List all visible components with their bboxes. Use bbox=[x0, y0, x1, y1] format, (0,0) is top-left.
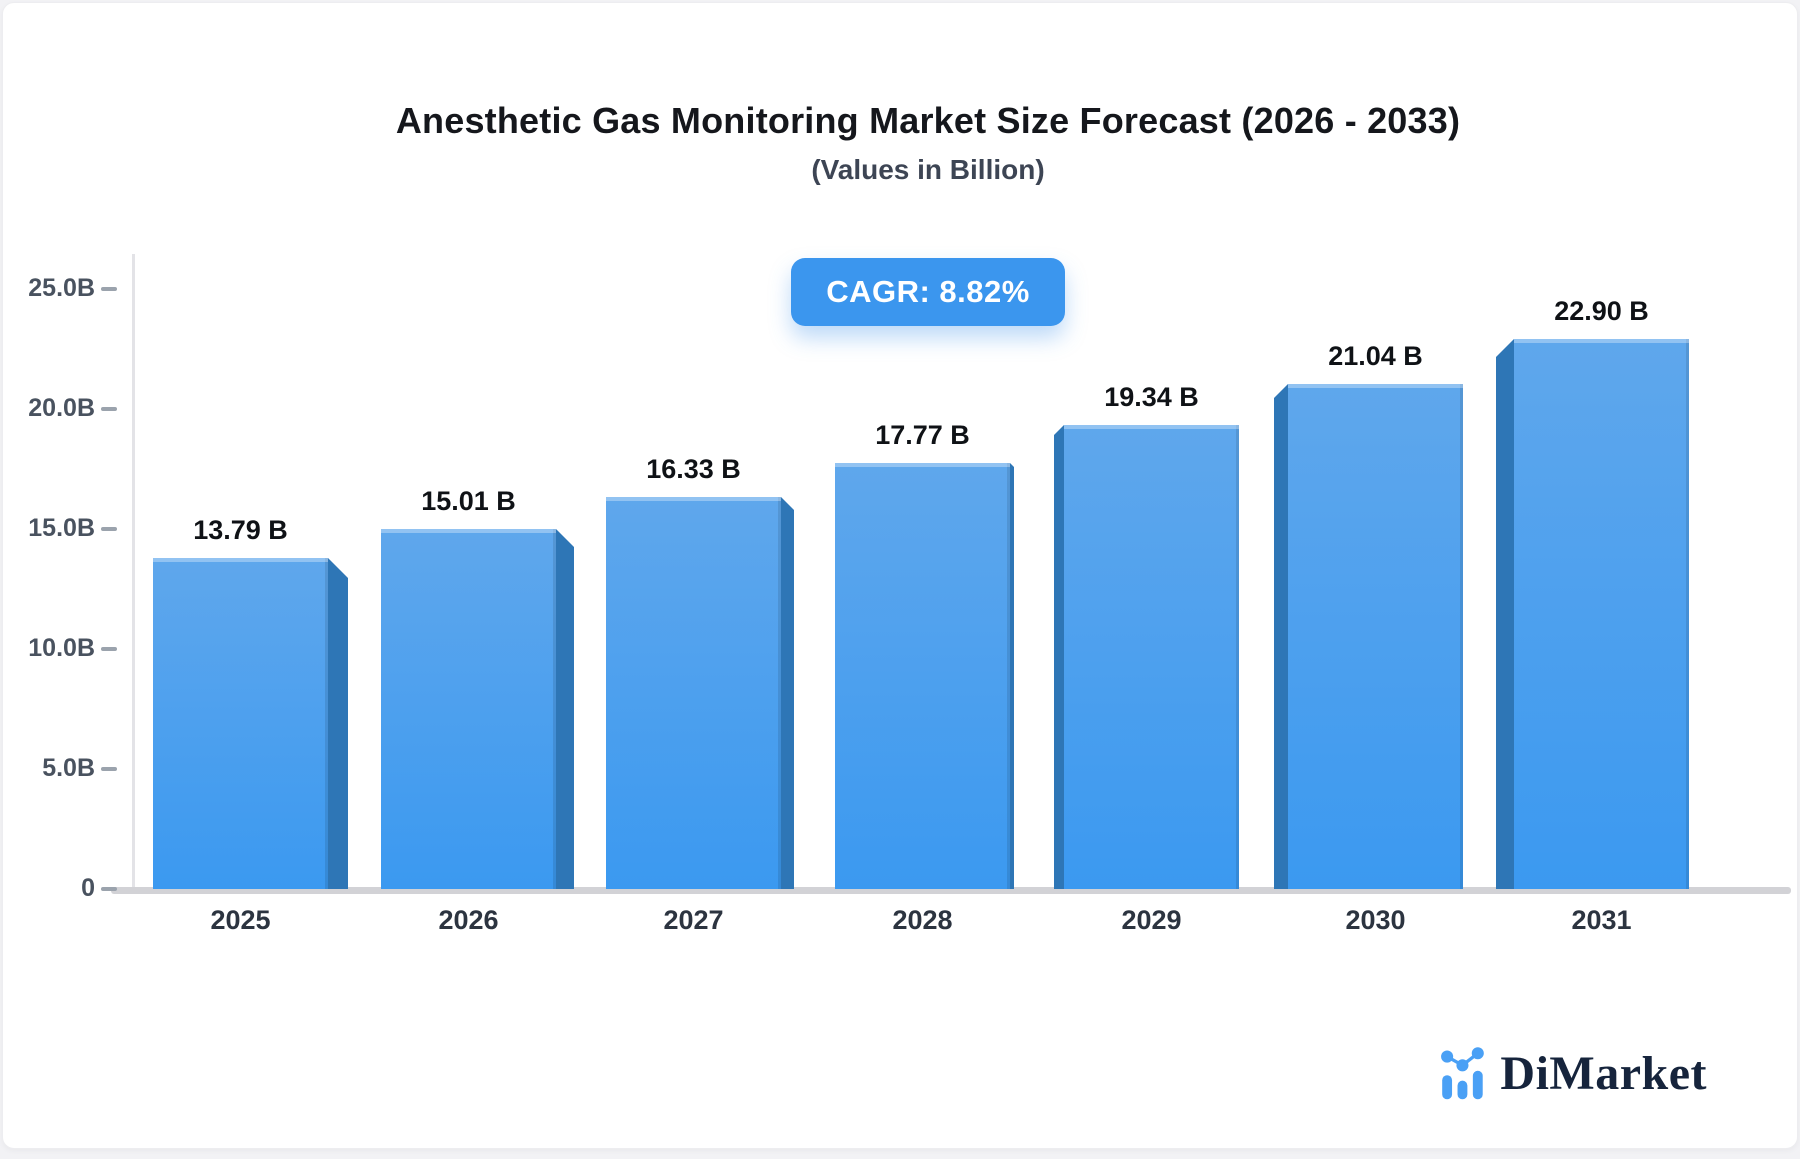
bar-2029 bbox=[1064, 425, 1239, 889]
x-axis-label: 2029 bbox=[1121, 905, 1182, 935]
x-axis-baseline bbox=[111, 887, 1791, 894]
bar-2031 bbox=[1514, 339, 1689, 889]
bar-2025 bbox=[153, 558, 328, 889]
y-tick-label: 10.0B bbox=[28, 634, 95, 662]
bar-value-label: 13.79 B bbox=[193, 515, 288, 545]
bar-value-label: 16.33 B bbox=[646, 454, 741, 484]
cagr-badge: CAGR: 8.82% bbox=[791, 258, 1065, 326]
bar-value-label: 21.04 B bbox=[1328, 341, 1423, 371]
y-tick-mark bbox=[101, 647, 117, 651]
bar-chart: 25.0B 20.0B 15.0B 10.0B 5.0B 0 13.79 B 2025 15.0… bbox=[3, 3, 1800, 1159]
chart-header: Anesthetic Gas Monitoring Market Size Fo… bbox=[28, 3, 1800, 186]
y-tick-label: 5.0B bbox=[42, 754, 95, 782]
x-axis-label: 2031 bbox=[1571, 905, 1632, 935]
y-tick-mark bbox=[101, 767, 117, 771]
y-axis-line bbox=[132, 254, 135, 889]
y-tick-label: 20.0B bbox=[28, 394, 95, 422]
bar-3d-side-2026 bbox=[556, 529, 574, 889]
y-tick-label: 25.0B bbox=[28, 274, 95, 302]
bar-3d-side-2031 bbox=[1496, 339, 1514, 889]
bar-3d-side-2030 bbox=[1274, 384, 1288, 889]
x-axis-label: 2030 bbox=[1345, 905, 1406, 935]
bar-3d-side-2028 bbox=[1010, 463, 1014, 889]
bar-3d-side-2029 bbox=[1054, 425, 1064, 889]
y-tick-mark bbox=[101, 287, 117, 291]
cagr-badge-label: CAGR: 8.82% bbox=[826, 274, 1030, 309]
bar-3d-side-2027 bbox=[781, 497, 794, 889]
chart-title: Anesthetic Gas Monitoring Market Size Fo… bbox=[395, 100, 1461, 141]
brand-logo: DiMarket bbox=[1440, 1041, 1707, 1105]
chart-subtitle: (Values in Billion) bbox=[811, 154, 1045, 186]
bar-chart-trend-icon bbox=[1441, 1047, 1485, 1100]
bar-value-label: 17.77 B bbox=[875, 420, 970, 450]
bar-2026 bbox=[381, 529, 556, 889]
bar-value-label: 15.01 B bbox=[421, 486, 516, 516]
bar-3d-side-2025 bbox=[328, 558, 348, 889]
bar-2030 bbox=[1288, 384, 1463, 889]
y-tick-label: 15.0B bbox=[28, 514, 95, 542]
bar-2028 bbox=[835, 463, 1010, 889]
x-axis-label: 2027 bbox=[663, 905, 724, 935]
y-tick-mark bbox=[101, 407, 117, 411]
x-axis-label: 2026 bbox=[438, 905, 499, 935]
y-tick-label: 0 bbox=[81, 874, 95, 902]
bar-2027 bbox=[606, 497, 781, 889]
x-axis-label: 2025 bbox=[210, 905, 271, 935]
y-tick-mark bbox=[101, 527, 117, 531]
x-axis-label: 2028 bbox=[892, 905, 953, 935]
bar-value-label: 22.90 B bbox=[1554, 296, 1649, 326]
bar-value-label: 19.34 B bbox=[1104, 382, 1199, 412]
brand-name: DiMarket bbox=[1500, 1046, 1707, 1100]
y-tick-mark bbox=[101, 887, 117, 891]
